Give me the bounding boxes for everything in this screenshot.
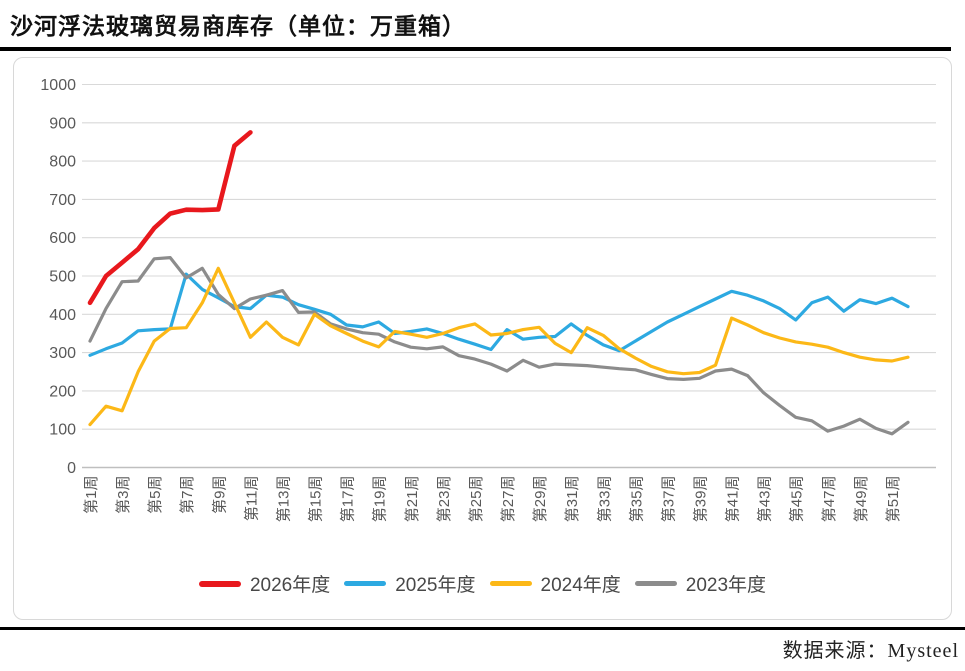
x-tick-label-第43周: 第43周 — [756, 476, 774, 523]
y-tick-label-800: 800 — [49, 154, 76, 171]
x-tick-label-第21周: 第21周 — [403, 476, 421, 523]
x-tick-label-第15周: 第15周 — [307, 476, 325, 523]
x-tick-label-第1周: 第1周 — [82, 476, 100, 514]
gridlines — [82, 83, 936, 469]
x-tick-label-第37周: 第37周 — [659, 476, 677, 523]
x-tick-label-第9周: 第9周 — [210, 476, 228, 514]
y-tick-label-0: 0 — [67, 460, 76, 477]
y-tick-label-300: 300 — [49, 345, 76, 362]
chart-card: 0 100 200 300 400 500 600 700 800 900 1000 第1周 第3周第… — [13, 57, 952, 620]
y-axis-tick-labels: 0 100 200 300 400 500 600 700 800 900 1000 — [40, 77, 76, 477]
y-tick-label-700: 700 — [49, 192, 76, 209]
x-tick-label-第13周: 第13周 — [274, 476, 292, 523]
x-tick-label-第35周: 第35周 — [627, 476, 645, 523]
series-lines — [87, 130, 910, 436]
legend-swatch — [344, 581, 387, 586]
x-tick-label-第7周: 第7周 — [178, 476, 196, 514]
legend-label: 2023年度 — [685, 575, 767, 596]
x-tick-label-第11周: 第11周 — [242, 476, 260, 522]
series-line-2023年度 — [88, 256, 910, 436]
legend-item-2023年度: 2023年度 — [634, 570, 767, 597]
legend-item-2025年度: 2025年度 — [344, 570, 476, 597]
chart-plot: 01002003004005006007008009001000 第1周 第3周第… — [40, 77, 936, 523]
x-tick-label-第49周: 第49周 — [852, 476, 870, 523]
series-line-2024年度 — [88, 266, 910, 427]
x-tick-label-第41周: 第41周 — [724, 476, 742, 523]
x-tick-label-第33周: 第33周 — [595, 476, 613, 523]
x-tick-label-第19周: 第19周 — [371, 476, 389, 523]
series-line-2026年度 — [87, 130, 253, 306]
y-tick-label-400: 400 — [49, 307, 76, 324]
y-tick-label-500: 500 — [49, 269, 76, 286]
x-tick-label-第31周: 第31周 — [563, 476, 581, 523]
x-tick-label-第47周: 第47周 — [820, 476, 838, 523]
y-tick-label-100: 100 — [49, 422, 76, 439]
x-tick-label-第27周: 第27周 — [499, 476, 517, 523]
y-tick-label-600: 600 — [49, 230, 76, 247]
y-tick-label-1000: 1000 — [40, 77, 76, 94]
x-tick-label-第3周: 第3周 — [114, 476, 132, 514]
title-divider-rule — [0, 47, 951, 51]
x-tick-label-第25周: 第25周 — [467, 476, 485, 523]
page-title: 沙河浮法玻璃贸易商库存（单位：万重箱） — [10, 14, 466, 39]
legend-swatch — [198, 580, 241, 587]
x-tick-label-第17周: 第17周 — [339, 476, 357, 523]
y-tick-label-900: 900 — [49, 115, 76, 132]
legend-swatch — [634, 581, 677, 586]
x-axis-tick-labels: 第1周 第3周 第5周 第7周 第9周 第11周 第13周 第15周 第17周 第19周 第21周第… — [82, 476, 902, 523]
x-tick-label-第29周: 第29周 — [531, 476, 549, 523]
x-tick-label-第51周: 第51周 — [884, 476, 902, 523]
footer-divider-rule — [0, 627, 965, 630]
legend-label: 2026年度 — [249, 575, 331, 596]
x-tick-label-第23周: 第23周 — [435, 476, 453, 523]
legend-item-2024年度: 2024年度 — [489, 570, 621, 597]
x-tick-label-第45周: 第45周 — [788, 476, 806, 523]
legend-swatch — [489, 581, 532, 586]
chart-legend: 2026年度 2025年度 2024年度 2023年度 — [14, 570, 951, 597]
x-tick-label-第39周: 第39周 — [691, 476, 709, 523]
legend-label: 2025年度 — [395, 575, 476, 596]
y-tick-label-200: 200 — [49, 383, 76, 400]
legend-label: 2024年度 — [540, 575, 621, 596]
x-tick-label-第5周: 第5周 — [146, 476, 164, 514]
data-source-label: 数据来源：Mysteel — [782, 640, 959, 662]
legend-item-2026年度: 2026年度 — [198, 570, 331, 597]
